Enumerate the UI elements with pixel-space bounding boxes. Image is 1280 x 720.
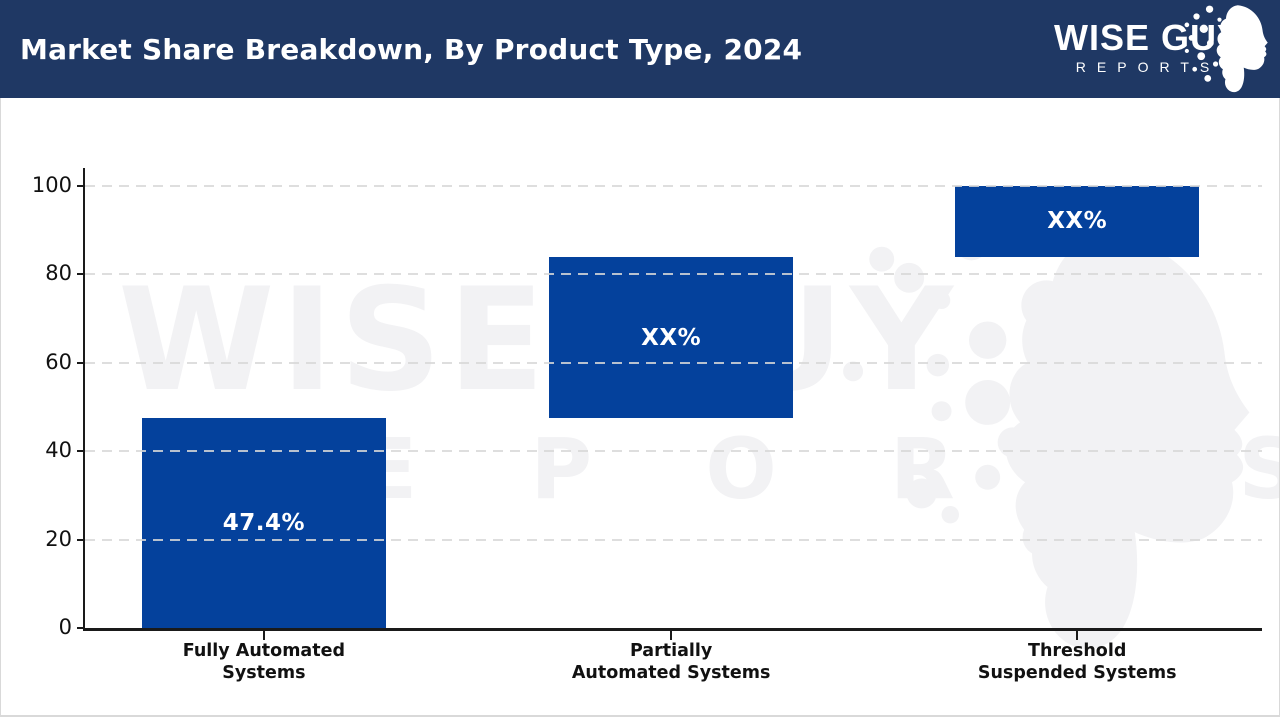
gridline-40	[85, 450, 1262, 453]
y-axis-tick-label-100: 100	[31, 173, 72, 197]
wiseguy-head-icon	[1184, 5, 1268, 93]
y-axis-tick-80	[77, 273, 85, 276]
wiseguy-logo: WISE GUY REPORTS	[1022, 4, 1272, 94]
bar-segment: XX%	[549, 256, 794, 419]
y-axis-tick-label-0: 0	[58, 615, 72, 639]
y-axis-tick-label-40: 40	[45, 438, 72, 463]
x-category-label: Fully Automated Systems	[182, 641, 345, 683]
y-axis-tick-label-60: 60	[45, 349, 72, 374]
logo-reports-label: REPORTS	[1075, 59, 1221, 75]
y-axis-tick-60	[77, 361, 85, 364]
y-axis-tick-20	[77, 538, 85, 541]
x-category-label: Threshold Suspended Systems	[977, 641, 1177, 683]
bar-value-label: XX%	[1047, 208, 1108, 235]
y-axis-line	[83, 168, 85, 631]
gridline-20	[85, 538, 1262, 541]
gridline-60	[85, 361, 1262, 364]
x-axis-tick	[1076, 631, 1079, 640]
bar-value-label: XX%	[641, 324, 702, 351]
y-axis-tick-40	[77, 450, 85, 453]
y-axis-tick-label-80: 80	[45, 261, 72, 286]
page-title: Market Share Breakdown, By Product Type,…	[20, 32, 803, 66]
watermark-head-icon	[843, 228, 1250, 650]
bar-segment: XX%	[955, 186, 1200, 257]
gridline-100	[85, 185, 1262, 187]
x-axis-tick	[262, 631, 265, 640]
y-axis-tick-100	[77, 185, 85, 187]
gridline-80	[85, 273, 1262, 276]
x-axis-tick	[670, 631, 673, 640]
bar-value-label: 47.4%	[222, 510, 306, 537]
y-axis-tick-0	[77, 627, 85, 629]
watermark-wiseguy-text: WISE GUY	[118, 258, 959, 423]
wiseguy-logo-text: WISE GUY REPORTS	[1054, 17, 1243, 75]
y-axis-tick-label-20: 20	[45, 526, 72, 551]
bar-segment: 47.4%	[141, 418, 386, 628]
header-band: Market Share Breakdown, By Product Type,…	[0, 0, 1280, 98]
x-category-label: Partially Automated Systems	[571, 641, 771, 683]
x-axis-line	[83, 628, 1262, 631]
logo-wiseguy-label: WISE GUY	[1054, 17, 1243, 58]
